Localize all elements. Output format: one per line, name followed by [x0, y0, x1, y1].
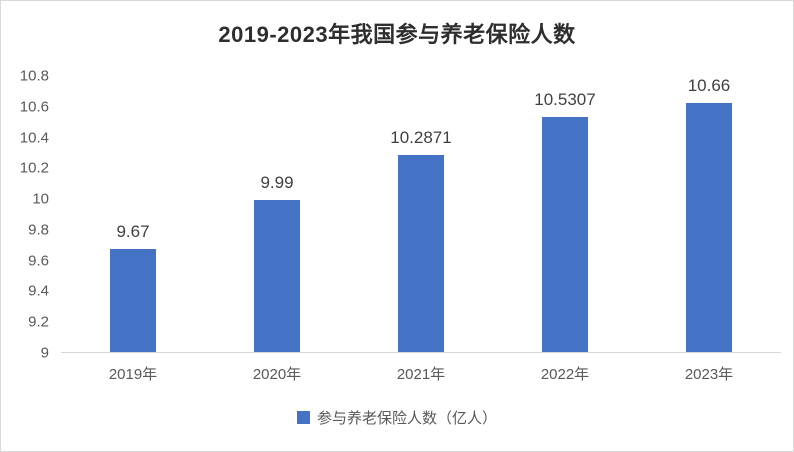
legend: 参与养老保险人数（亿人）: [1, 407, 793, 428]
y-tick-label: 9.2: [28, 313, 49, 331]
bar: [398, 154, 444, 352]
chart-title: 2019-2023年我国参与养老保险人数: [218, 22, 576, 47]
bar: [110, 249, 156, 352]
y-tick-label: 10: [32, 190, 49, 208]
x-tick-label: 2021年: [396, 366, 446, 383]
bar-value-label: 10.2871: [390, 127, 452, 147]
bar-group: 9.67: [61, 76, 205, 352]
plot-area: 9.67 9.99 10.2871 10.5307 10.66: [61, 76, 781, 353]
bar-value-label: 9.99: [260, 173, 294, 193]
y-axis: 10.8 10.6 10.4 10.2 10 9.8 9.6 9.4 9.2 9: [1, 68, 53, 362]
x-tick-label: 2019年: [108, 366, 158, 383]
bar-group: 10.5307: [493, 76, 637, 352]
bar-value-label: 10.5307: [534, 90, 596, 110]
bar-value-label: 9.67: [116, 222, 150, 242]
y-tick-label: 9.8: [28, 221, 49, 239]
bar-group: 10.2871: [349, 76, 493, 352]
y-tick-label: 9.4: [28, 282, 49, 300]
y-tick-label: 10.6: [19, 98, 49, 116]
y-tick-label: 10.4: [19, 129, 49, 147]
y-tick-label: 9.6: [28, 252, 49, 270]
legend-swatch-icon: [296, 411, 310, 424]
bar-group: 10.66: [637, 76, 781, 352]
y-tick-label: 10.8: [19, 67, 49, 85]
x-tick-label: 2023年: [684, 366, 734, 383]
y-tick-label: 10.2: [19, 159, 49, 177]
bar: [254, 200, 300, 352]
legend-label: 参与养老保险人数（亿人）: [316, 410, 497, 427]
bar: [542, 117, 588, 352]
bar-group: 9.99: [205, 76, 349, 352]
x-tick-label: 2020年: [252, 366, 302, 383]
bar: [686, 103, 732, 352]
x-tick-label: 2022年: [540, 366, 590, 383]
bar-value-label: 10.66: [687, 76, 731, 95]
y-tick-label: 9: [40, 344, 49, 362]
x-axis: 2019年 2020年 2021年 2022年 2023年: [61, 363, 781, 385]
